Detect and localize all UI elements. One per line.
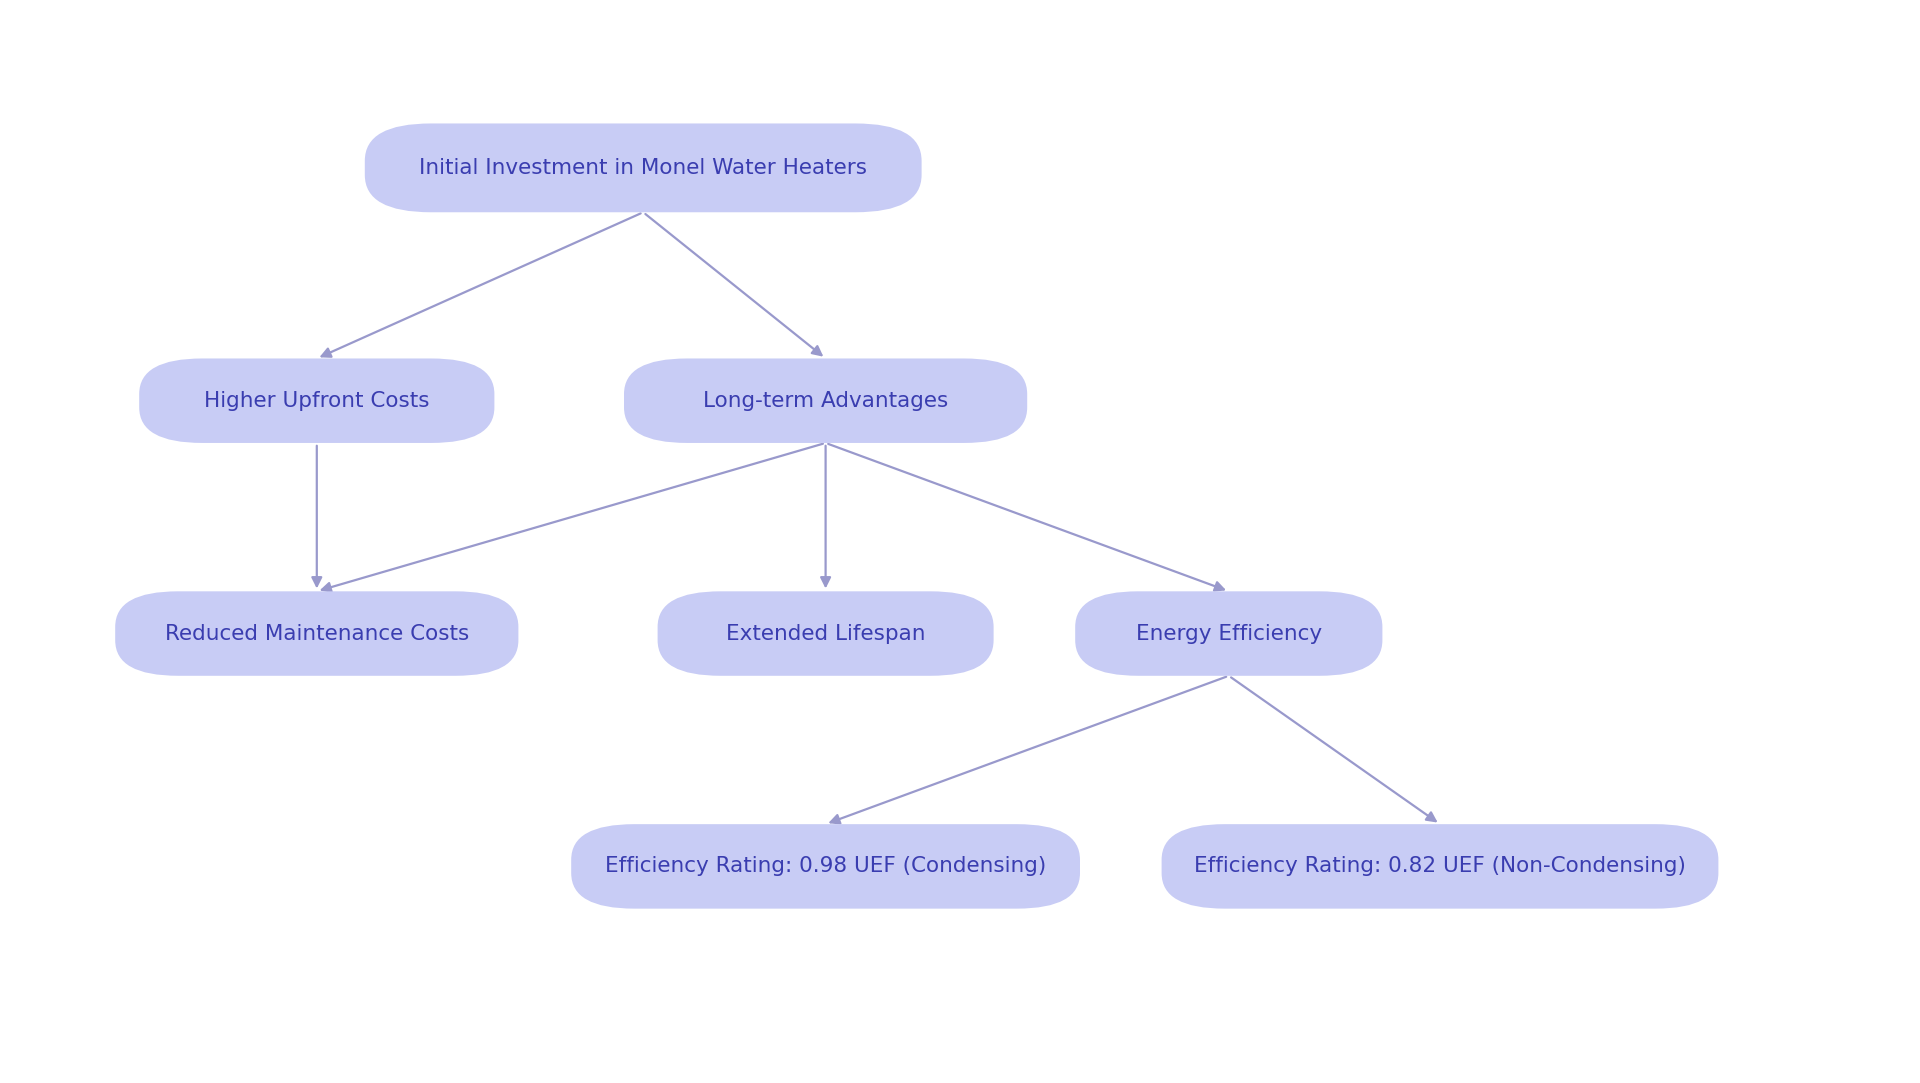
FancyBboxPatch shape bbox=[365, 123, 922, 212]
FancyBboxPatch shape bbox=[657, 591, 995, 676]
FancyBboxPatch shape bbox=[624, 358, 1027, 443]
FancyBboxPatch shape bbox=[572, 824, 1079, 909]
Text: Long-term Advantages: Long-term Advantages bbox=[703, 391, 948, 410]
Text: Reduced Maintenance Costs: Reduced Maintenance Costs bbox=[165, 624, 468, 643]
Text: Initial Investment in Monel Water Heaters: Initial Investment in Monel Water Heater… bbox=[419, 158, 868, 178]
Text: Higher Upfront Costs: Higher Upfront Costs bbox=[204, 391, 430, 410]
Text: Energy Efficiency: Energy Efficiency bbox=[1137, 624, 1321, 643]
FancyBboxPatch shape bbox=[140, 358, 495, 443]
FancyBboxPatch shape bbox=[1075, 591, 1382, 676]
Text: Efficiency Rating: 0.98 UEF (Condensing): Efficiency Rating: 0.98 UEF (Condensing) bbox=[605, 857, 1046, 876]
Text: Efficiency Rating: 0.82 UEF (Non-Condensing): Efficiency Rating: 0.82 UEF (Non-Condens… bbox=[1194, 857, 1686, 876]
Text: Extended Lifespan: Extended Lifespan bbox=[726, 624, 925, 643]
FancyBboxPatch shape bbox=[115, 591, 518, 676]
FancyBboxPatch shape bbox=[1162, 824, 1718, 909]
